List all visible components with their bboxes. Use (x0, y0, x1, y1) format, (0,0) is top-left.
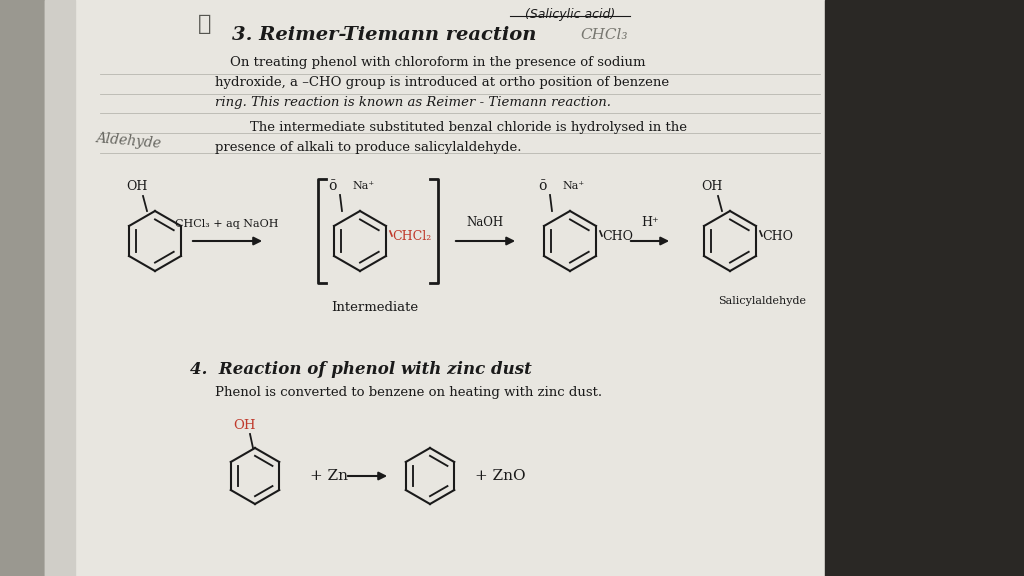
Text: Na⁺: Na⁺ (352, 181, 374, 191)
Text: CHCl₃: CHCl₃ (580, 28, 628, 42)
Text: Na⁺: Na⁺ (562, 181, 584, 191)
Text: OH: OH (126, 180, 147, 193)
Bar (45, 0, 75, 576)
Bar (0, 0, 45, 576)
Text: ring. This reaction is known as Reimer - Tiemann reaction.: ring. This reaction is known as Reimer -… (215, 96, 611, 109)
Text: ō: ō (328, 179, 336, 193)
Text: On treating phenol with chloroform in the presence of sodium: On treating phenol with chloroform in th… (230, 56, 645, 69)
Text: OH: OH (233, 419, 256, 432)
Text: Phenol is converted to benzene on heating with zinc dust.: Phenol is converted to benzene on heatin… (215, 386, 602, 399)
Text: (Salicylic acid): (Salicylic acid) (525, 8, 615, 21)
Text: CHO: CHO (762, 229, 793, 242)
Text: 3. Reimer-Tiemann reaction: 3. Reimer-Tiemann reaction (232, 26, 537, 44)
Text: + Zn: + Zn (310, 469, 348, 483)
Text: hydroxide, a –CHO group is introduced at ortho position of benzene: hydroxide, a –CHO group is introduced at… (215, 76, 669, 89)
Text: Aldehyde: Aldehyde (95, 131, 162, 151)
Bar (825, 0, 1024, 576)
Text: presence of alkali to produce salicylaldehyde.: presence of alkali to produce salicylald… (215, 141, 521, 154)
Text: OH: OH (701, 180, 723, 193)
Text: ⌇: ⌇ (199, 13, 212, 35)
Text: CHCl₃ + aq NaOH: CHCl₃ + aq NaOH (175, 219, 279, 229)
Text: NaOH: NaOH (467, 216, 504, 229)
Text: Salicylaldehyde: Salicylaldehyde (718, 296, 806, 306)
Text: CHCl₂: CHCl₂ (392, 229, 431, 242)
Bar (45, 0, 825, 576)
Text: + ZnO: + ZnO (475, 469, 525, 483)
Text: 4.  Reaction of phenol with zinc dust: 4. Reaction of phenol with zinc dust (190, 361, 531, 378)
Text: ō: ō (538, 179, 546, 193)
Text: CHO: CHO (602, 229, 633, 242)
Text: H⁺: H⁺ (641, 216, 658, 229)
Text: Intermediate: Intermediate (332, 301, 419, 314)
Text: The intermediate substituted benzal chloride is hydrolysed in the: The intermediate substituted benzal chlo… (250, 121, 687, 134)
